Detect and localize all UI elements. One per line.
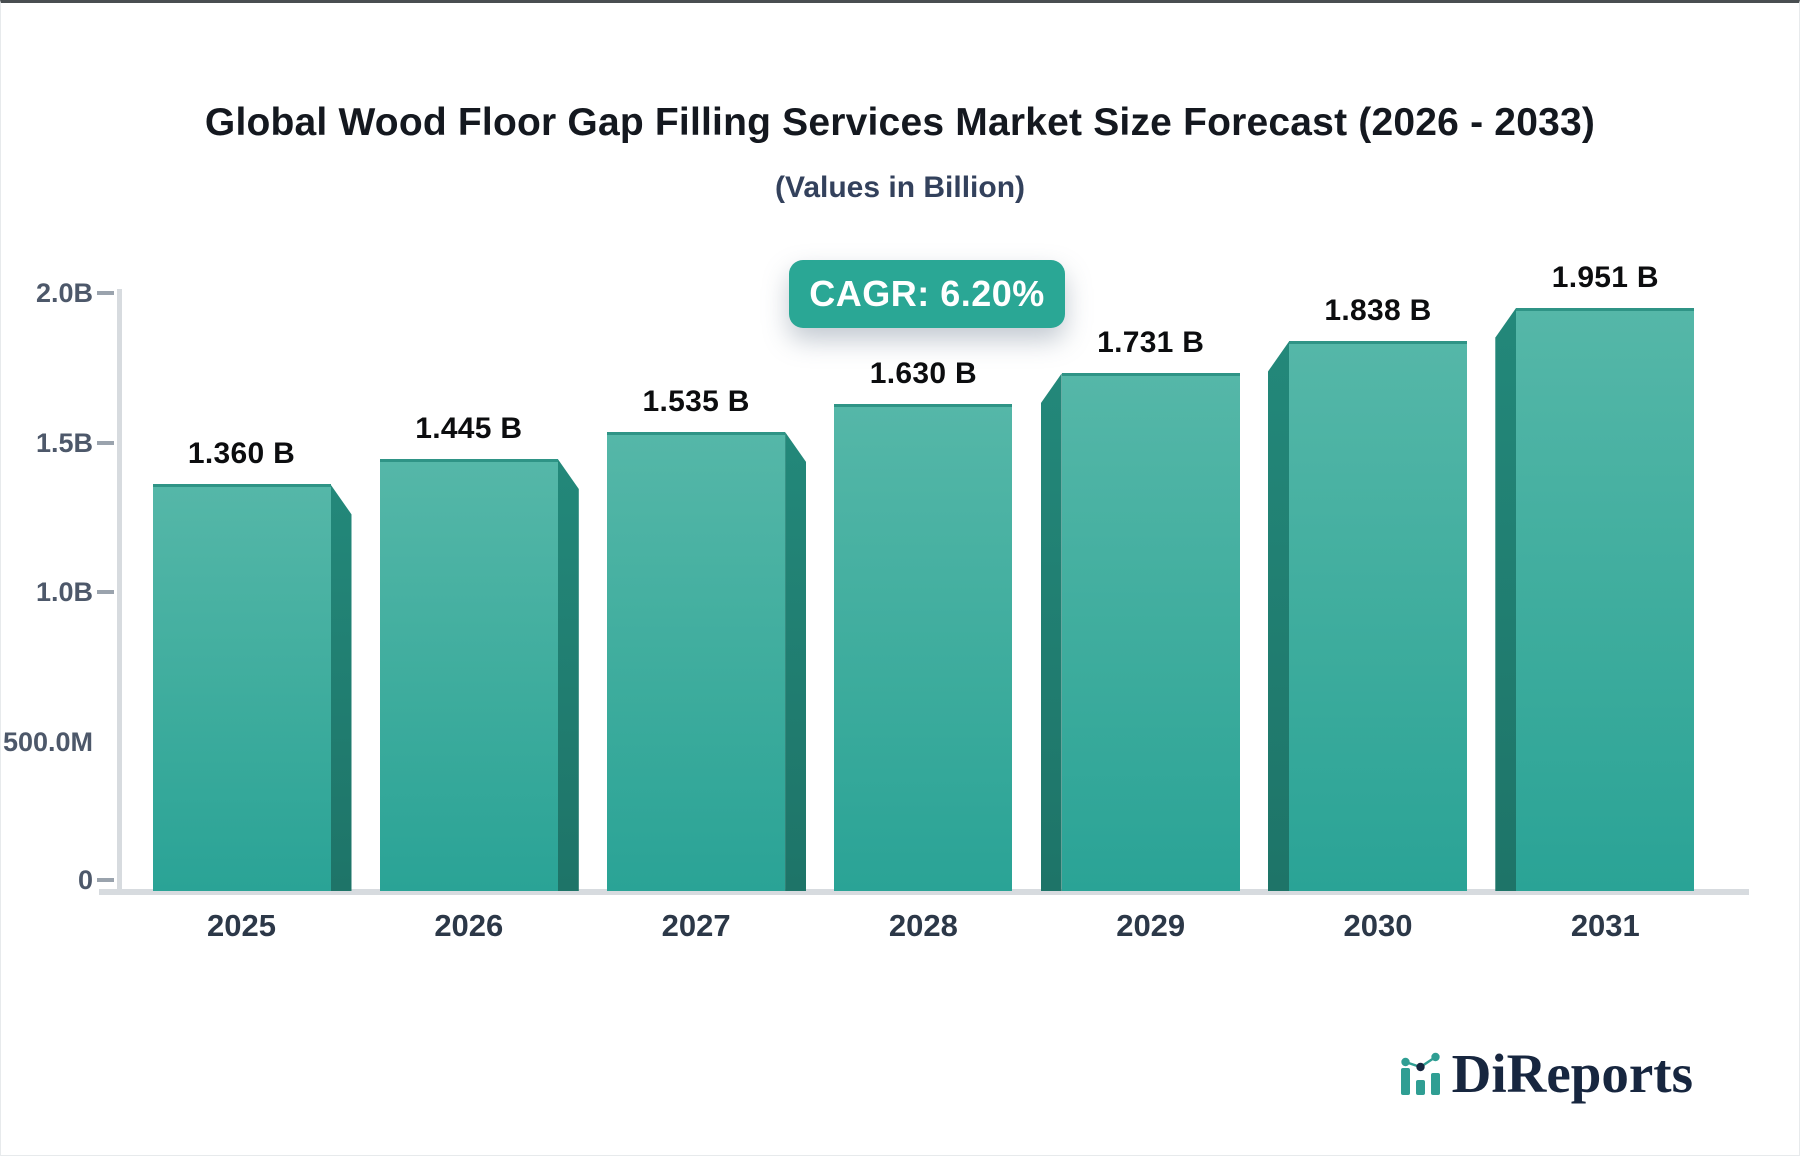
- y-tick-label: 1.5B: [35, 427, 93, 458]
- bar-2028: [834, 403, 1013, 891]
- bar-2030-side-face: [1268, 341, 1289, 891]
- x-axis-label-2028: 2028: [888, 908, 958, 943]
- bar-2027-side-face: [785, 432, 807, 891]
- direports-logo-icon: [1400, 1052, 1440, 1095]
- cagr-badge: CAGR: 6.20%: [789, 260, 1065, 328]
- y-tick-label: 500.0M: [2, 726, 93, 757]
- bar-value-label-2029: 1.731 B: [1097, 326, 1205, 360]
- y-tick-label: 1.0B: [35, 577, 93, 607]
- x-axis-label-2029: 2029: [1116, 908, 1186, 943]
- bar-2030: [1289, 341, 1467, 891]
- bar-2026-side-face: [557, 458, 579, 891]
- bar-2027: [607, 432, 786, 891]
- x-axis-label-2026: 2026: [434, 908, 504, 943]
- bar-2025: [152, 484, 331, 891]
- bar-value-label-2031: 1.951 B: [1551, 260, 1659, 294]
- brand-logo: DiReports: [1398, 1043, 1693, 1104]
- y-tick-mark: [97, 440, 114, 445]
- bar-value-label-2027: 1.535 B: [642, 385, 750, 419]
- bar-value-label-2030: 1.838 B: [1324, 294, 1432, 328]
- x-axis-label-2031: 2031: [1570, 908, 1640, 943]
- x-axis-label-2025: 2025: [207, 908, 276, 943]
- bar-value-label-2028: 1.630 B: [869, 356, 977, 390]
- y-tick-label: 2.0B: [35, 278, 93, 308]
- brand-name: DiReports: [1451, 1043, 1693, 1104]
- y-tick-mark: [97, 878, 114, 882]
- bar-2031: [1516, 307, 1695, 891]
- bar-2025-side-face: [330, 484, 352, 891]
- x-axis-line: [99, 889, 1749, 895]
- chart-title: Global Wood Floor Gap Filling Services M…: [204, 101, 1596, 144]
- bar-2031-side-face: [1495, 307, 1517, 891]
- cagr-badge-label: CAGR: 6.20%: [809, 273, 1045, 314]
- bar-value-label-2025: 1.360 B: [187, 437, 296, 471]
- y-axis-line: [117, 289, 122, 894]
- x-axis-label-2027: 2027: [661, 908, 731, 943]
- chart-subtitle: (Values in Billion): [774, 171, 1026, 204]
- y-tick-mark: [97, 291, 114, 295]
- bar-2026: [379, 458, 558, 891]
- bar-2029-side-face: [1040, 373, 1062, 891]
- x-axis-label-2030: 2030: [1343, 908, 1413, 943]
- y-tick-mark: [97, 590, 114, 594]
- y-tick-label: 0: [77, 865, 93, 895]
- bar-value-label-2026: 1.445 B: [415, 411, 523, 445]
- bar-2029: [1061, 373, 1240, 891]
